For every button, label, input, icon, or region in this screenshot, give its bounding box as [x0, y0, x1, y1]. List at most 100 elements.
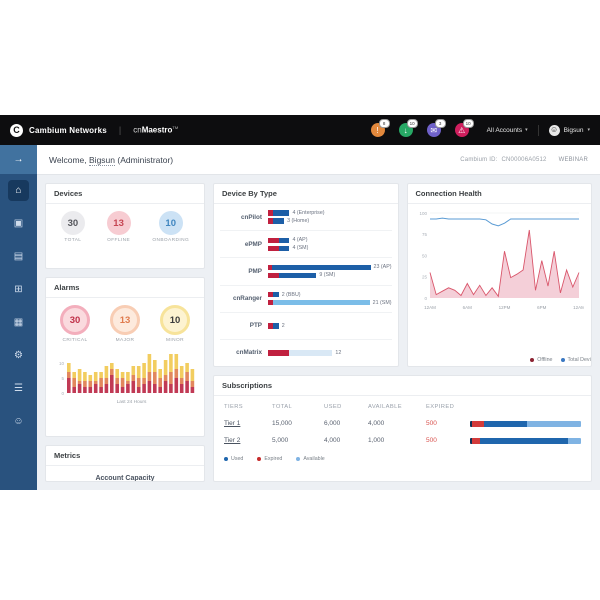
- badge: 10: [406, 119, 418, 128]
- column-header-bar: [470, 403, 581, 412]
- sidebar-item-jobs-icon[interactable]: ▦: [0, 306, 37, 339]
- alarms-card: Alarms 30 CRITICAL 13 MAJOR 10 MINOR 0 5 10 Last…: [45, 277, 205, 437]
- online-segment: [272, 264, 371, 271]
- all-accounts-label: All Accounts: [486, 126, 523, 134]
- dbt-bar: 23 (AP): [268, 264, 392, 271]
- svg-text:100: 100: [419, 211, 427, 216]
- metrics-card: Metrics Account Capacity: [45, 445, 205, 482]
- legend-used: Used: [224, 456, 243, 462]
- subscriptions-title: Subscriptions: [214, 376, 591, 396]
- tier-usage-bar: [470, 420, 581, 427]
- legend-label: Expired: [264, 456, 283, 462]
- offline-segment: [268, 264, 273, 271]
- device-by-type-card: Device By Type cnPilot 4 (Enterprise) 3 (H…: [213, 183, 399, 367]
- messages-icon[interactable]: ✉ 3: [426, 119, 446, 137]
- left-column: Devices 30 TOTAL 13 OFFLINE 10 ONBOARDING Ala…: [45, 183, 205, 482]
- legend-dot-icon: [296, 457, 301, 461]
- dbt-bar: 3 (Home): [268, 218, 392, 224]
- stat-circle: 30: [60, 305, 90, 335]
- expired-cell: 500: [426, 420, 437, 427]
- dbt-row-cnranger: cnRanger 2 (BBU) 21 (SM): [220, 284, 392, 312]
- sidebar-item-onboard-icon[interactable]: ⊞: [0, 273, 37, 306]
- cambium-id-value: CN00006A0512: [501, 156, 547, 163]
- right-columns: Device By Type cnPilot 4 (Enterprise) 3 (H…: [213, 183, 592, 482]
- sidebar-item-administration-gear-icon[interactable]: ⚙: [0, 339, 37, 372]
- tier-link[interactable]: Tier 1: [224, 420, 241, 427]
- svg-text:75: 75: [422, 232, 428, 237]
- cambium-id-label: Cambium ID:: [460, 156, 498, 163]
- legend-label: Available: [303, 456, 325, 462]
- stat-offline: 13 OFFLINE: [106, 211, 131, 243]
- svg-text:50: 50: [422, 253, 428, 258]
- dbt-label: ePMP: [244, 240, 262, 248]
- expired-cell: 500: [426, 437, 437, 444]
- dbt-label: cnPilot: [241, 213, 262, 221]
- sidebar-item-monitor-icon[interactable]: ▣: [0, 207, 37, 240]
- subscriptions-legend: Used Expired Available: [214, 449, 591, 462]
- bar-value-label: 12: [335, 349, 342, 356]
- column-header-total: TOTAL: [272, 404, 293, 410]
- badge: 8: [378, 119, 390, 128]
- device-by-type-chart: cnPilot 4 (Enterprise) 3 (Home) ePMP 4 (AP) 4…: [214, 204, 398, 366]
- sidebar-item-appliance-icon[interactable]: ☰: [0, 372, 37, 405]
- sidebar-item-home-icon[interactable]: ⌂: [0, 174, 37, 207]
- dbt-bars: 4 (Enterprise) 3 (Home): [268, 210, 392, 224]
- offline-segment: [268, 323, 274, 329]
- dbt-bars: 2: [268, 323, 392, 329]
- online-segment: [278, 245, 290, 251]
- legend-dot-icon: [257, 457, 262, 461]
- dbt-bars: 12: [268, 350, 392, 356]
- dbt-label: PMP: [248, 267, 262, 275]
- product-prefix: cn: [133, 125, 142, 135]
- sidebar-item-expand-arrow-icon[interactable]: →: [0, 145, 37, 174]
- svg-text:25: 25: [422, 275, 428, 280]
- legend-total-devices: Total Devices: [560, 357, 592, 363]
- dbt-bars: 4 (AP) 4 (SM): [268, 237, 392, 252]
- bar-segment: [470, 437, 473, 444]
- tier-link[interactable]: Tier 2: [224, 437, 241, 444]
- user-menu[interactable]: ☺ Bigsun ▾: [537, 124, 590, 136]
- legend-offline: Offline: [530, 357, 553, 363]
- stat-circle: 13: [106, 211, 131, 235]
- dbt-row-cnmatrix: cnMatrix 12: [220, 338, 392, 366]
- legend-label: Total Devices: [567, 357, 592, 363]
- bar-value-label: 4 (AP): [292, 237, 308, 244]
- connection-health-legend: Offline Total Devices: [408, 357, 592, 366]
- legend-dot-icon: [560, 358, 565, 362]
- brand-area: C Cambium Networks | cnMaestroTM: [10, 123, 178, 137]
- metrics-card-title: Metrics: [46, 446, 204, 466]
- devices-stats: 30 TOTAL 13 OFFLINE 10 ONBOARDING: [46, 204, 204, 245]
- monitor-icon: ▣: [13, 218, 24, 229]
- bar-segment: [472, 420, 485, 427]
- connection-health-chart: 0 25 50 75 100 12AM 6AM 12PM 6PM 12AM: [408, 204, 592, 357]
- badge: 3: [434, 119, 446, 128]
- stat-minor: 10 MINOR: [160, 305, 190, 343]
- all-accounts-dropdown[interactable]: All Accounts ▾: [487, 127, 528, 134]
- used-cell: 4,000: [324, 437, 341, 444]
- bar-segment: [479, 437, 568, 444]
- alarms-icon[interactable]: ⚠ 10: [454, 119, 474, 137]
- stat-onboarding: 10 ONBOARDING: [152, 211, 189, 243]
- bar-value-label: 21 (SM): [372, 299, 392, 306]
- dbt-row-pmp: PMP 23 (AP) 9 (SM): [220, 257, 392, 284]
- cambium-logo-icon: C: [10, 123, 23, 137]
- dbt-label: PTP: [249, 322, 262, 330]
- metric-selector[interactable]: Account Capacity: [95, 475, 155, 482]
- dbt-row-ptp: PTP 2: [220, 311, 392, 339]
- sidebar-item-inventory-icon[interactable]: ▤: [0, 240, 37, 273]
- sidebar-item-account-icon[interactable]: ☺: [0, 405, 37, 438]
- account-meta: Cambium ID: CN00006A0512 WEBINAR: [460, 157, 588, 163]
- dbt-bar: 9 (SM): [268, 272, 392, 278]
- stat-circle: 30: [60, 211, 85, 235]
- bar-value-label: 4 (SM): [292, 245, 309, 252]
- announcements-icon[interactable]: ! 8: [370, 119, 390, 137]
- subscriptions-rows: Tier 1 15,000 6,000 4,000 500 Tier 2 5,000 4,00…: [224, 415, 581, 449]
- tier-usage-bar: [470, 437, 581, 444]
- welcome-prefix: Welcome,: [49, 154, 87, 165]
- dbt-bar: 2: [268, 323, 392, 329]
- offline-segment: [268, 350, 290, 356]
- svg-text:6PM: 6PM: [537, 305, 547, 310]
- software-update-icon[interactable]: ↓ 10: [398, 119, 418, 137]
- administration-gear-icon: ⚙: [14, 350, 23, 361]
- connection-health-title: Connection Health: [407, 184, 591, 204]
